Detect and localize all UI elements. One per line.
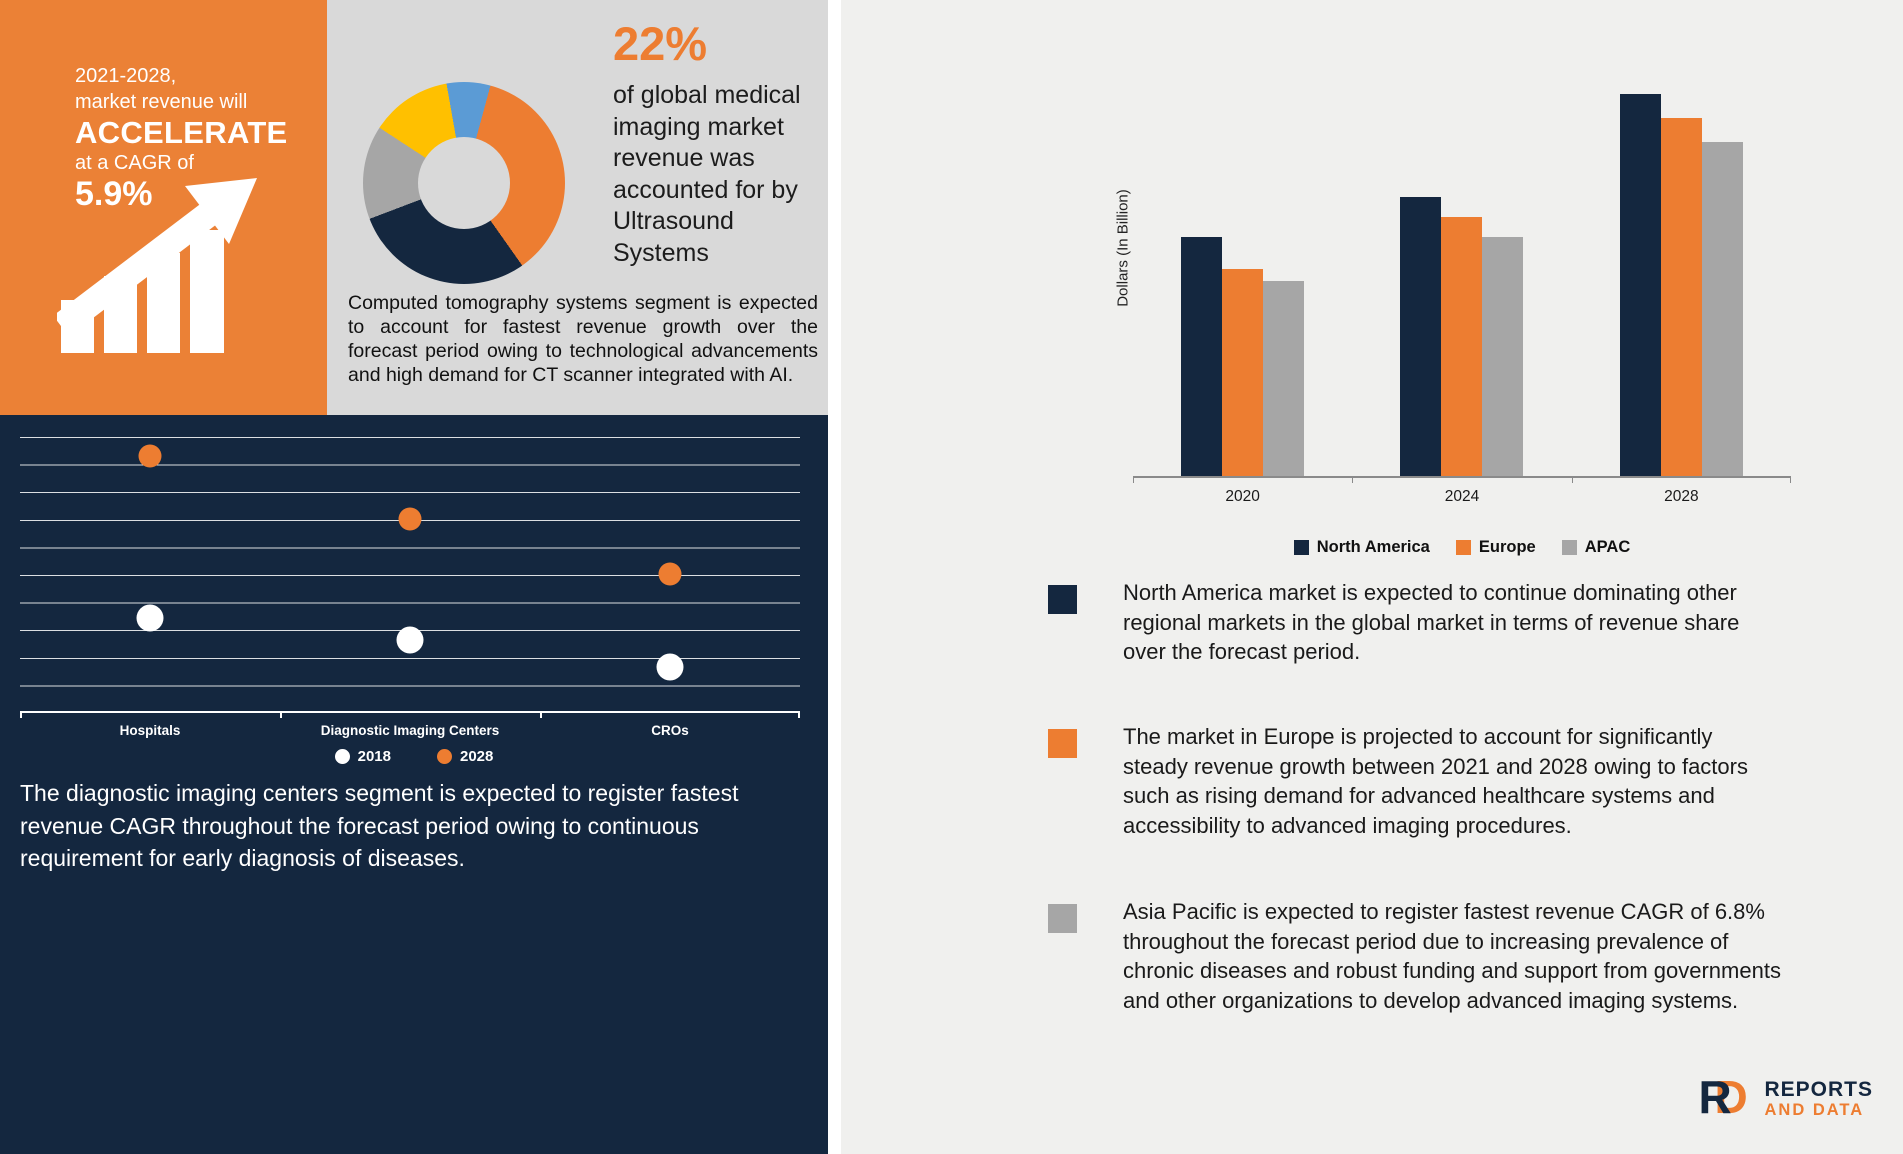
accelerate-text-block: 2021-2028, market revenue will ACCELERAT… [75,64,288,214]
ultrasound-caption: of global medical imaging market revenue… [613,81,801,267]
legend-item-2018: 2018 [334,748,391,765]
legend-2018-label: 2018 [357,748,391,765]
bar-chart-ylabel: Dollars (In Billion) [1114,189,1132,307]
bar-north-america-2020 [1181,237,1223,476]
bullet-text-apac: Asia Pacific is expected to register fas… [1123,899,1781,1014]
north-america-swatch [1293,540,1309,555]
bar-europe-2020 [1222,269,1264,476]
bullet-swatch-apac [1048,904,1077,933]
rd-logo-mark: D R [1698,1071,1756,1123]
xlabel-2024: 2024 [1444,488,1480,505]
bar-group [1572,78,1791,476]
donut-hole [418,137,510,229]
lead-text: market revenue will [75,90,248,113]
bar-axis-tick [1352,476,1354,483]
europe-label: Europe [1478,538,1536,556]
bar-europe-2024 [1441,217,1483,476]
logo-d-glyph: D [1714,1071,1748,1123]
europe-swatch [1455,540,1471,555]
legend-2018-swatch [334,749,350,764]
bar-europe-2028 [1660,117,1702,476]
ultrasound-stat: 22% [613,17,708,70]
logo-text: REPORTS AND DATA [1764,1078,1873,1119]
dot-2028-hospitals [138,444,162,468]
end-use-panel: Hospitals Diagnostic Imaging Centers CRO… [0,415,828,1154]
xlabel-2020: 2020 [1225,488,1260,505]
bar-north-america-2024 [1400,197,1442,476]
cagr-lead-text: at a CAGR of [75,151,194,174]
donut-chart [363,82,565,284]
dot-plot-area [20,437,800,718]
category-cros: CROs [651,723,689,738]
logo-text-and-data: AND DATA [1764,1101,1865,1120]
cagr-value: 5.9% [75,175,153,214]
xlabel-2028: 2028 [1664,488,1699,505]
dot-2028-diagnostic-imaging-centers [398,507,422,531]
diagnostic-centers-note: The diagnostic imaging centers segment i… [20,780,739,872]
legend-item-apac: APAC [1561,538,1631,557]
bar-axis-tick [1790,476,1791,483]
dot-2018-hospitals [136,604,164,632]
dot-plot-categories: Hospitals Diagnostic Imaging Centers CRO… [20,723,800,738]
reports-and-data-logo: D R REPORTS AND DATA [1698,1071,1873,1123]
category-diagnostic-imaging-centers: Diagnostic Imaging Centers [320,723,500,738]
dot-axis-tick [539,711,542,718]
bar-chart-legend: North America Europe APAC [1133,538,1791,557]
bar-chart-xlabels: 2020 2024 2028 [1133,488,1791,506]
dot-axis-tick [798,711,800,718]
ultrasound-card: 22% of global medical imaging market rev… [327,0,828,415]
legend-2028-label: 2028 [460,748,494,765]
dot-2028-cros [658,562,682,586]
period-text: 2021-2028, [75,65,177,87]
dot-2018-diagnostic-imaging-centers [396,626,424,654]
category-hospitals: Hospitals [119,723,181,738]
north-america-label: North America [1316,538,1430,556]
legend-2028-swatch [437,749,452,764]
bar-axis-tick [1133,476,1134,483]
bar-chart-plot [1133,78,1791,483]
apac-label: APAC [1584,538,1631,556]
bar-apac-2020 [1263,280,1305,476]
apac-swatch [1561,540,1577,555]
regional-panel: Dollars (In Billion) 2020 2024 2028 Nort… [841,0,1903,1154]
bullet-swatch-europe [1048,729,1077,758]
dot-axis-tick [20,711,22,718]
ct-growth-note: Computed tomography systems segment is e… [348,292,818,386]
legend-item-north-america: North America [1293,538,1430,557]
bar-axis-tick [1571,476,1573,483]
accelerate-card: 2021-2028, market revenue will ACCELERAT… [0,0,327,415]
bar-north-america-2028 [1619,93,1661,476]
dot-2018-cros [656,653,684,681]
logo-r-glyph: R [1698,1071,1732,1123]
dot-axis-tick [279,711,282,718]
bullet-text-europe: The market in Europe is projected to acc… [1123,724,1748,839]
bar-group [1133,78,1352,476]
bar-apac-2028 [1701,141,1743,476]
dot-plot-legend: 2018 2028 [0,748,828,765]
growth-arrow-icon [57,178,257,353]
legend-item-europe: Europe [1455,538,1536,557]
logo-text-reports: REPORTS [1764,1078,1873,1102]
bullet-text-north-america: North America market is expected to cont… [1123,580,1740,665]
bullet-swatch-north-america [1048,585,1077,614]
bar-group [1352,78,1571,476]
accelerate-headline: ACCELERATE [75,115,288,151]
legend-item-2028: 2028 [437,748,493,765]
bar-apac-2024 [1482,237,1524,476]
